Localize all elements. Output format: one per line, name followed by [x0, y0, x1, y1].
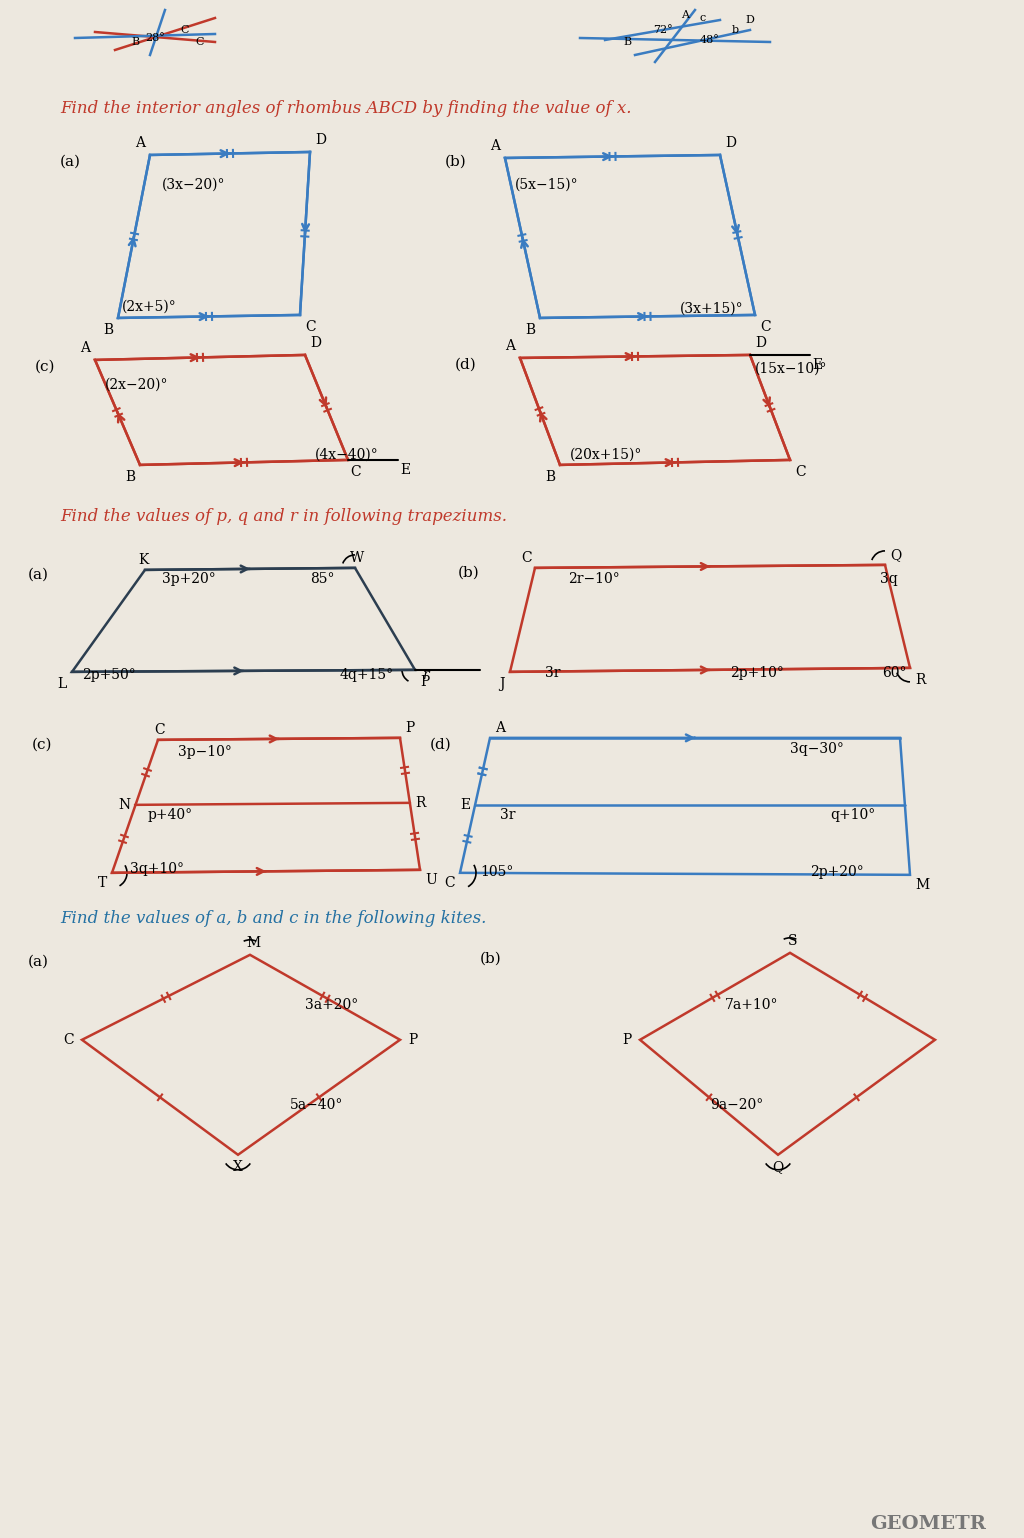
- Text: (3x−20)°: (3x−20)°: [162, 178, 225, 192]
- Text: 85°: 85°: [310, 572, 335, 586]
- Text: (a): (a): [28, 568, 49, 581]
- Text: 28°: 28°: [145, 32, 165, 43]
- Text: (2x+5)°: (2x+5)°: [122, 300, 177, 314]
- Text: 3p+20°: 3p+20°: [162, 572, 216, 586]
- Text: C: C: [63, 1034, 74, 1047]
- Text: A: A: [681, 11, 689, 20]
- Text: C: C: [196, 37, 204, 48]
- Text: (a): (a): [28, 955, 49, 969]
- Text: (15x−10)°: (15x−10)°: [755, 361, 827, 375]
- Text: 9a−20°: 9a−20°: [710, 1098, 763, 1112]
- Text: Find the interior angles of rhombus ABCD by finding the value of x.: Find the interior angles of rhombus ABCD…: [60, 100, 632, 117]
- Text: (20x+15)°: (20x+15)°: [570, 448, 642, 461]
- Text: R: R: [915, 672, 926, 687]
- Text: (b): (b): [458, 566, 480, 580]
- Text: B: B: [623, 37, 631, 48]
- Text: 2p+10°: 2p+10°: [730, 666, 784, 680]
- Text: (3x+15)°: (3x+15)°: [680, 301, 743, 315]
- Text: A: A: [490, 138, 500, 152]
- Text: (d): (d): [455, 358, 477, 372]
- Text: 2r−10°: 2r−10°: [568, 572, 620, 586]
- Text: (c): (c): [35, 360, 55, 374]
- Text: (a): (a): [60, 155, 81, 169]
- Text: D: D: [755, 335, 766, 351]
- Text: 105°: 105°: [480, 864, 513, 878]
- Text: U: U: [425, 874, 437, 887]
- Text: 3p−10°: 3p−10°: [178, 744, 231, 758]
- Text: A: A: [505, 338, 515, 352]
- Text: (5x−15)°: (5x−15)°: [515, 178, 579, 192]
- Text: D: D: [310, 335, 321, 351]
- Text: P: P: [408, 1034, 417, 1047]
- Text: C: C: [444, 875, 455, 891]
- Text: T: T: [97, 875, 106, 891]
- Text: GEOMETR: GEOMETR: [870, 1515, 986, 1533]
- Text: C: C: [155, 723, 165, 737]
- Text: J: J: [500, 677, 505, 691]
- Text: W: W: [350, 551, 365, 564]
- Text: R: R: [415, 795, 425, 811]
- Text: E: E: [400, 463, 411, 477]
- Text: C: C: [350, 464, 360, 478]
- Text: D: D: [725, 135, 736, 151]
- Text: 4q+15°: 4q+15°: [340, 667, 394, 681]
- Text: 48°: 48°: [700, 35, 720, 45]
- Text: 3q: 3q: [880, 572, 898, 586]
- Text: C: C: [181, 25, 189, 35]
- Text: E: E: [812, 358, 822, 372]
- Text: B: B: [545, 471, 555, 484]
- Text: B: B: [102, 323, 113, 337]
- Text: 60°: 60°: [882, 666, 906, 680]
- Text: 7a+10°: 7a+10°: [725, 998, 778, 1012]
- Text: K: K: [138, 552, 148, 568]
- Text: B: B: [525, 323, 535, 337]
- Text: L: L: [57, 677, 67, 691]
- Text: 72°: 72°: [653, 25, 673, 35]
- Text: P: P: [406, 721, 415, 735]
- Text: 3q+10°: 3q+10°: [130, 861, 184, 875]
- Text: q+10°: q+10°: [830, 807, 876, 821]
- Text: r: r: [422, 667, 429, 681]
- Text: Find the values of p, q and r in following trapeziums.: Find the values of p, q and r in followi…: [60, 508, 507, 524]
- Text: b: b: [731, 25, 738, 35]
- Text: Find the values of a, b and c in the following kites.: Find the values of a, b and c in the fol…: [60, 910, 486, 927]
- Text: p+40°: p+40°: [148, 807, 194, 821]
- Text: C: C: [795, 464, 806, 478]
- Text: (b): (b): [480, 952, 502, 966]
- Text: C: C: [521, 551, 532, 564]
- Text: 3q−30°: 3q−30°: [790, 741, 844, 755]
- Text: D: D: [315, 132, 326, 148]
- Text: P: P: [623, 1034, 632, 1047]
- Text: (b): (b): [445, 155, 467, 169]
- Text: 3r: 3r: [500, 807, 515, 821]
- Text: 3r: 3r: [545, 666, 560, 680]
- Text: A: A: [495, 721, 505, 735]
- Text: Q: Q: [772, 1160, 783, 1173]
- Text: 2p+50°: 2p+50°: [82, 667, 136, 681]
- Text: B: B: [131, 37, 139, 48]
- Text: C: C: [305, 320, 315, 334]
- Text: D: D: [745, 15, 755, 25]
- Text: Q: Q: [890, 548, 901, 561]
- Text: (c): (c): [32, 738, 52, 752]
- Text: S: S: [788, 934, 798, 947]
- Text: C: C: [760, 320, 771, 334]
- Text: A: A: [135, 135, 145, 151]
- Text: P: P: [420, 675, 429, 689]
- Text: 3a+20°: 3a+20°: [305, 998, 358, 1012]
- Text: M: M: [246, 935, 260, 950]
- Text: c: c: [699, 12, 707, 23]
- Text: A: A: [80, 341, 90, 355]
- Text: N: N: [118, 798, 130, 812]
- Text: (4x−40)°: (4x−40)°: [315, 448, 379, 461]
- Text: B: B: [125, 471, 135, 484]
- Text: (d): (d): [430, 738, 452, 752]
- Text: 2p+20°: 2p+20°: [810, 864, 864, 878]
- Text: X: X: [233, 1160, 243, 1173]
- Text: 5a−40°: 5a−40°: [290, 1098, 343, 1112]
- Text: E: E: [460, 798, 470, 812]
- Text: (2x−20)°: (2x−20)°: [105, 378, 169, 392]
- Text: M: M: [915, 878, 929, 892]
